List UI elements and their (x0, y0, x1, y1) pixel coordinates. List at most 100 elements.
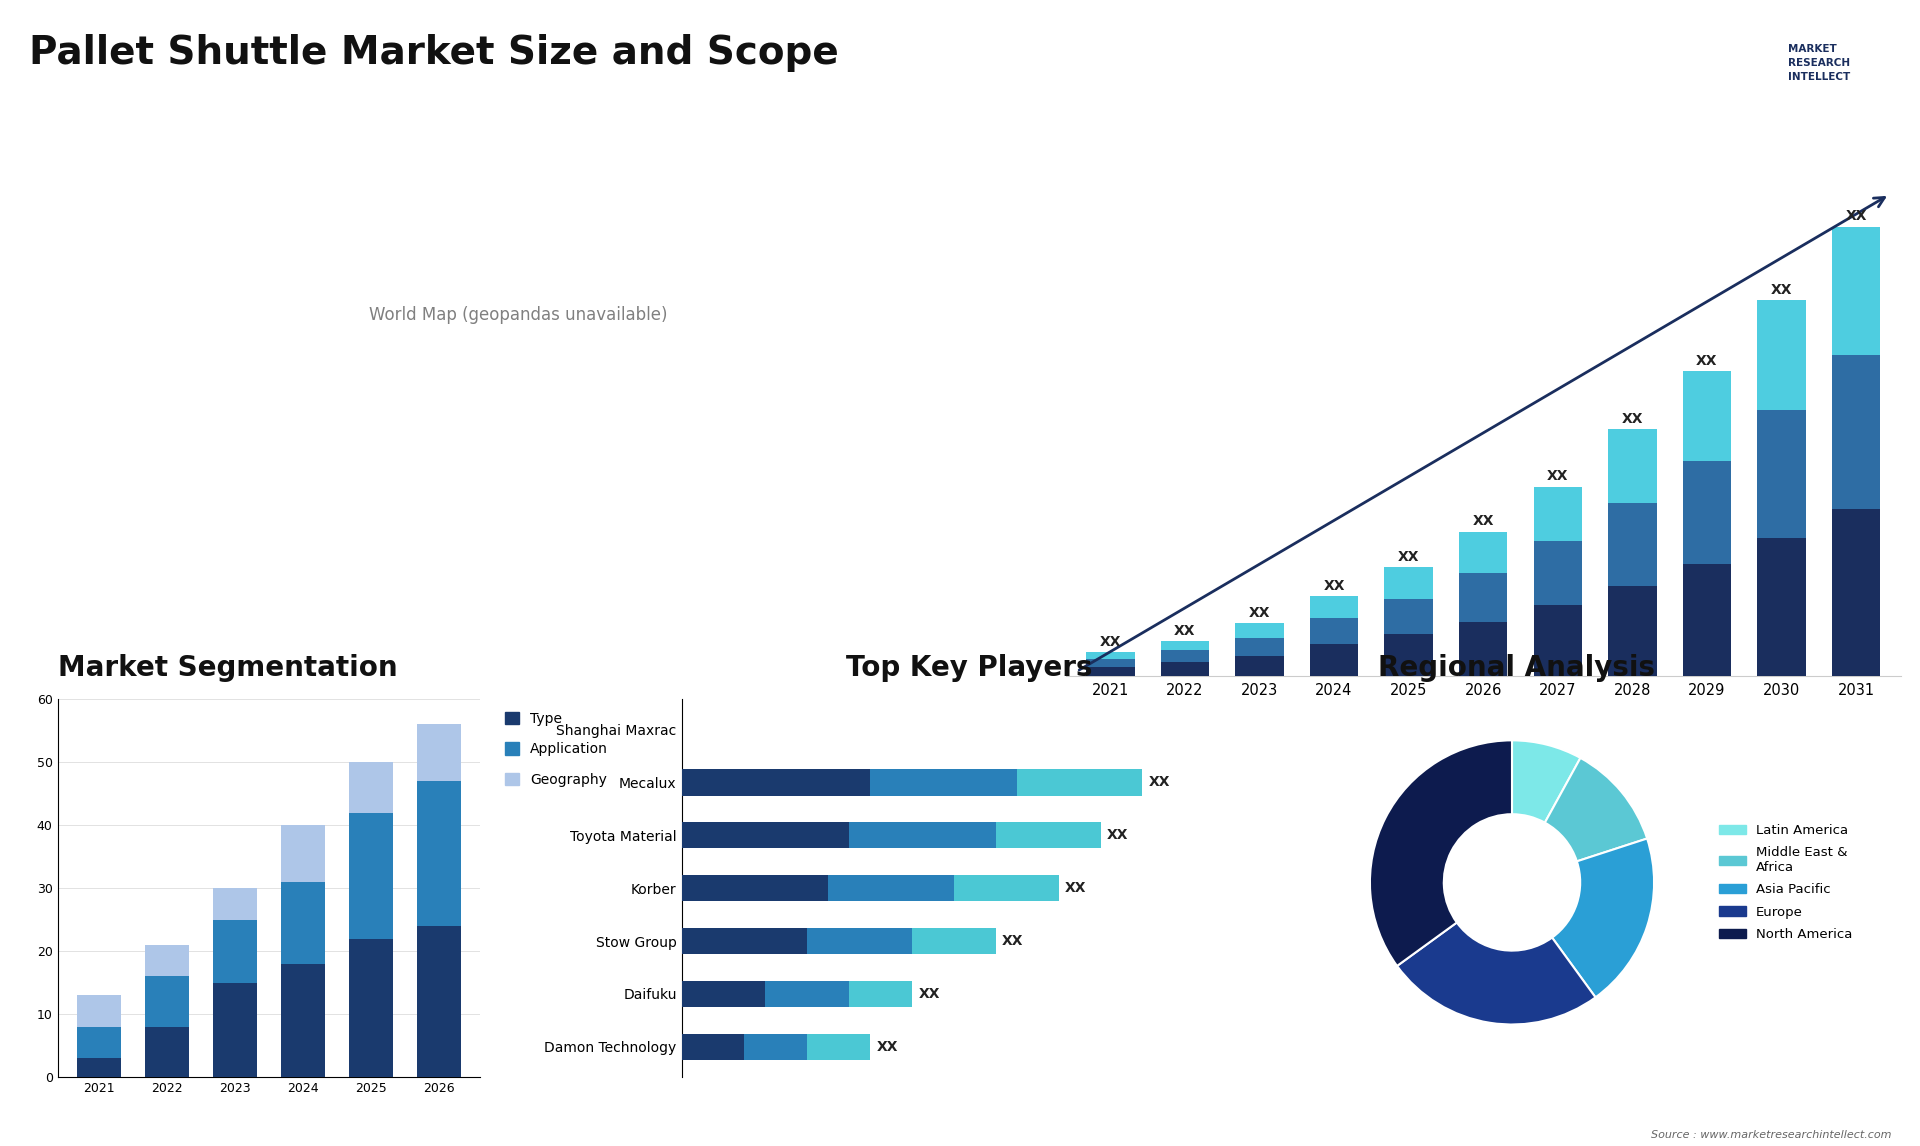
Text: XX: XX (918, 987, 939, 1000)
Legend: Latin America, Middle East &
Africa, Asia Pacific, Europe, North America: Latin America, Middle East & Africa, Asi… (1715, 818, 1859, 947)
Text: XX: XX (1622, 411, 1644, 425)
Bar (1832, 509, 1880, 676)
Text: XX: XX (1770, 283, 1791, 297)
Bar (417, 782, 461, 926)
Bar (1309, 596, 1357, 619)
Bar (682, 874, 828, 902)
Bar (682, 769, 870, 795)
Bar (1534, 487, 1582, 541)
Bar (144, 976, 188, 1027)
Bar (1682, 371, 1732, 461)
Bar (1384, 599, 1432, 635)
Bar (213, 982, 257, 1077)
Bar (849, 981, 912, 1007)
Text: XX: XX (1100, 635, 1121, 649)
Text: XX: XX (1398, 550, 1419, 564)
Bar (1832, 355, 1880, 509)
Bar (1757, 409, 1805, 539)
Text: XX: XX (1175, 623, 1196, 637)
Bar (745, 1034, 806, 1060)
Bar (1609, 429, 1657, 503)
Bar (213, 888, 257, 919)
Text: XX: XX (1695, 354, 1718, 368)
Text: Source : www.marketresearchintellect.com: Source : www.marketresearchintellect.com (1651, 1130, 1891, 1140)
Bar (1459, 621, 1507, 676)
Bar (417, 926, 461, 1077)
Bar (144, 944, 188, 976)
Bar (806, 1034, 870, 1060)
Bar (828, 874, 954, 902)
Text: Top Key Players: Top Key Players (847, 654, 1092, 682)
Bar (1235, 637, 1284, 656)
Bar (1087, 652, 1135, 659)
Bar (280, 882, 324, 964)
Bar (144, 1027, 188, 1077)
Text: XX: XX (1248, 606, 1271, 620)
Bar (806, 928, 912, 955)
Text: XX: XX (1148, 776, 1169, 790)
Text: World Map (geopandas unavailable): World Map (geopandas unavailable) (369, 306, 668, 323)
Bar (766, 981, 849, 1007)
Bar (349, 762, 394, 813)
Bar (77, 1027, 121, 1059)
Bar (1757, 300, 1805, 409)
Text: XX: XX (1548, 470, 1569, 484)
Text: Regional Analysis: Regional Analysis (1379, 654, 1655, 682)
Bar (1384, 635, 1432, 676)
Legend: Type, Application, Geography: Type, Application, Geography (499, 706, 614, 792)
Text: XX: XX (876, 1039, 899, 1054)
Wedge shape (1398, 923, 1596, 1025)
Bar (1384, 567, 1432, 599)
Bar (1235, 623, 1284, 637)
Bar (1235, 656, 1284, 676)
Bar (954, 874, 1058, 902)
Bar (849, 822, 996, 848)
Circle shape (1444, 814, 1580, 951)
Bar (1832, 227, 1880, 355)
Bar (682, 928, 806, 955)
Bar (1087, 667, 1135, 676)
Bar (1309, 619, 1357, 644)
Bar (213, 919, 257, 982)
Bar (1534, 541, 1582, 605)
Wedge shape (1511, 740, 1580, 823)
Bar (1162, 651, 1210, 662)
Bar (996, 822, 1100, 848)
Bar (1459, 532, 1507, 573)
Bar (1609, 503, 1657, 587)
Text: XX: XX (1845, 210, 1866, 223)
Bar (1162, 641, 1210, 651)
Bar (77, 1059, 121, 1077)
Wedge shape (1546, 758, 1647, 862)
Bar (1309, 644, 1357, 676)
Bar (682, 1034, 745, 1060)
Bar (682, 981, 766, 1007)
Bar (682, 822, 849, 848)
Bar (870, 769, 1018, 795)
Bar (912, 928, 996, 955)
Bar (280, 964, 324, 1077)
Text: XX: XX (1323, 579, 1344, 592)
Wedge shape (1551, 839, 1653, 997)
Bar (349, 813, 394, 939)
Bar (1087, 659, 1135, 667)
Text: MARKET
RESEARCH
INTELLECT: MARKET RESEARCH INTELLECT (1788, 45, 1851, 83)
Wedge shape (1371, 740, 1513, 966)
Bar (280, 825, 324, 882)
Text: Market Segmentation: Market Segmentation (58, 654, 397, 682)
Bar (1018, 769, 1142, 795)
Bar (1534, 605, 1582, 676)
Bar (417, 724, 461, 782)
Text: XX: XX (1066, 881, 1087, 895)
Bar (1162, 662, 1210, 676)
Bar (1682, 564, 1732, 676)
Bar (349, 939, 394, 1077)
Bar (1609, 587, 1657, 676)
Text: Pallet Shuttle Market Size and Scope: Pallet Shuttle Market Size and Scope (29, 34, 839, 72)
Text: XX: XX (1002, 934, 1023, 948)
Bar (1682, 461, 1732, 564)
Bar (77, 995, 121, 1027)
Text: XX: XX (1106, 829, 1129, 842)
Text: XX: XX (1473, 515, 1494, 528)
Bar (1757, 539, 1805, 676)
